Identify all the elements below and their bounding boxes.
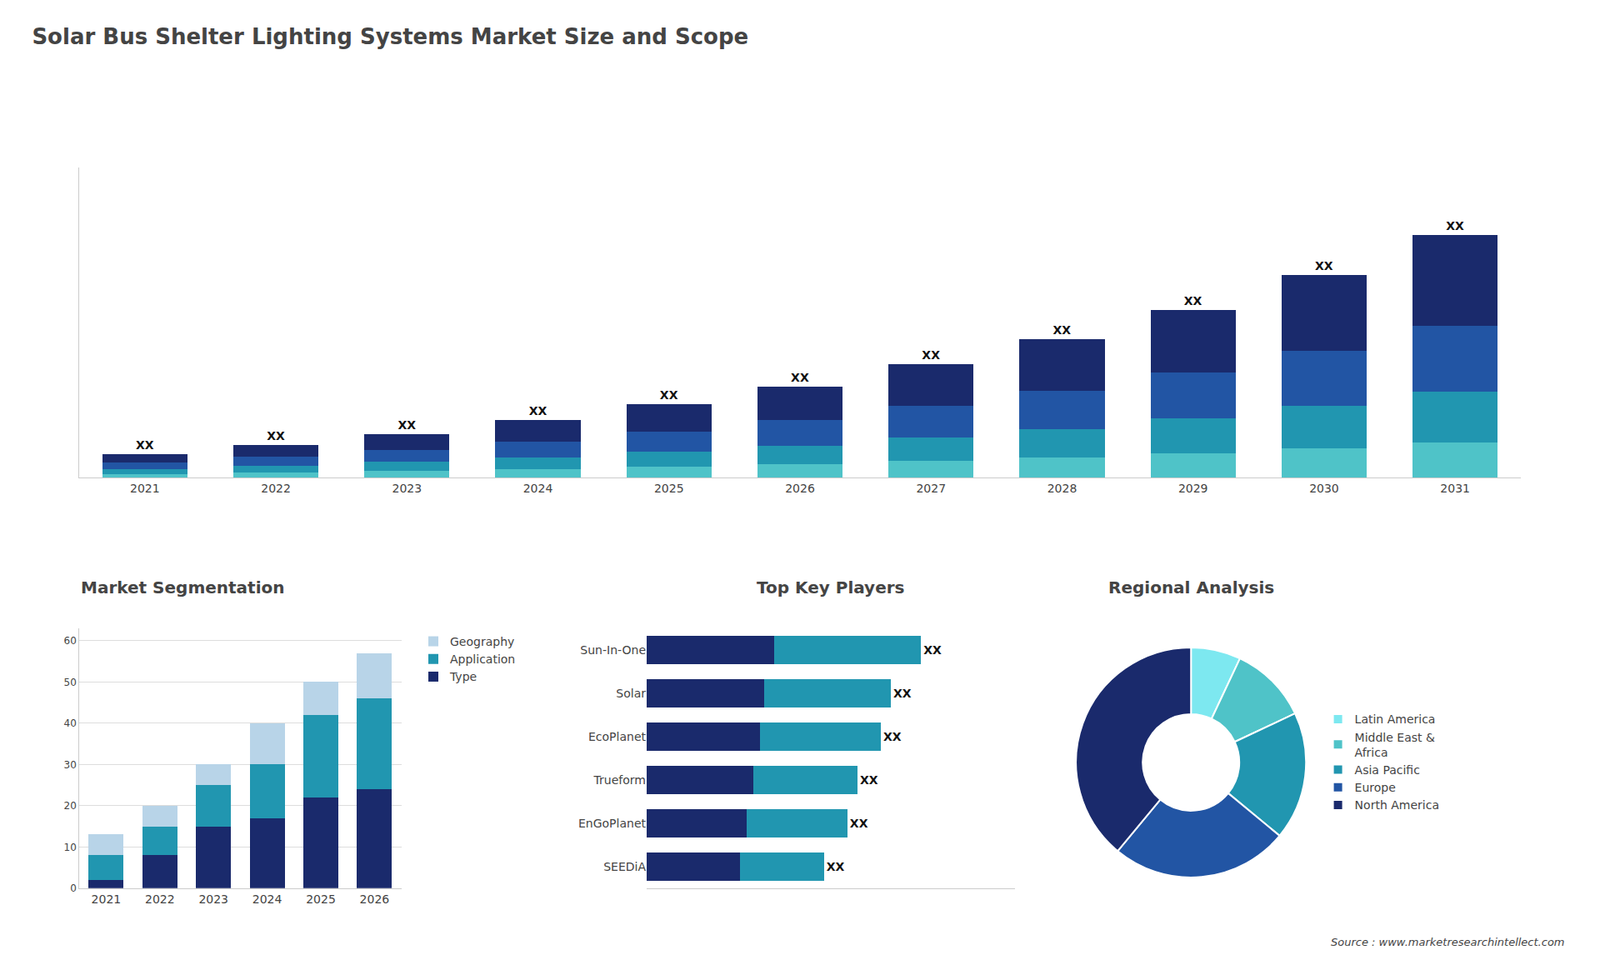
svg-text:2024: 2024 bbox=[523, 481, 554, 495]
svg-text:2031: 2031 bbox=[1440, 481, 1470, 495]
svg-text:Type: Type bbox=[449, 670, 477, 684]
svg-text:50: 50 bbox=[64, 676, 77, 689]
svg-text:2022: 2022 bbox=[145, 892, 175, 906]
svg-text:Application: Application bbox=[450, 652, 515, 666]
svg-text:2026: 2026 bbox=[785, 481, 815, 495]
svg-text:North America: North America bbox=[1355, 798, 1440, 812]
svg-text:Middle East &Africa: Middle East &Africa bbox=[1355, 730, 1435, 760]
svg-text:XX: XX bbox=[860, 773, 879, 787]
svg-text:XX: XX bbox=[883, 730, 902, 744]
svg-text:XX: XX bbox=[923, 643, 942, 657]
svg-text:2030: 2030 bbox=[1309, 481, 1340, 495]
svg-text:Source : www.marketresearchint: Source : www.marketresearchintellect.com bbox=[1330, 935, 1565, 949]
svg-text:2023: 2023 bbox=[198, 892, 229, 906]
svg-text:2029: 2029 bbox=[1178, 481, 1209, 495]
svg-text:Trueform: Trueform bbox=[593, 773, 646, 787]
svg-text:XX: XX bbox=[529, 404, 548, 418]
svg-text:XX: XX bbox=[850, 816, 869, 830]
svg-text:XX: XX bbox=[135, 438, 155, 452]
svg-text:20: 20 bbox=[64, 800, 77, 812]
svg-text:2024: 2024 bbox=[252, 892, 283, 906]
svg-text:2026: 2026 bbox=[360, 892, 390, 906]
svg-text:2023: 2023 bbox=[391, 481, 422, 495]
svg-text:2027: 2027 bbox=[915, 481, 946, 495]
svg-text:XX: XX bbox=[1053, 323, 1072, 337]
svg-text:Top Key Players: Top Key Players bbox=[756, 577, 905, 598]
svg-text:0: 0 bbox=[70, 882, 77, 895]
svg-text:XX: XX bbox=[1315, 259, 1334, 273]
svg-text:2028: 2028 bbox=[1047, 481, 1078, 495]
svg-text:Geography: Geography bbox=[450, 635, 515, 649]
svg-text:Latin America: Latin America bbox=[1355, 712, 1436, 726]
svg-text:XX: XX bbox=[660, 388, 679, 402]
svg-text:2022: 2022 bbox=[260, 481, 291, 495]
svg-text:XX: XX bbox=[826, 860, 845, 874]
svg-text:XX: XX bbox=[1184, 294, 1203, 308]
svg-text:EnGoPlanet: EnGoPlanet bbox=[578, 816, 647, 830]
svg-text:Market Segmentation: Market Segmentation bbox=[80, 577, 285, 598]
svg-text:XX: XX bbox=[1445, 219, 1465, 233]
svg-text:Sun-In-One: Sun-In-One bbox=[580, 643, 646, 657]
svg-text:EcoPlanet: EcoPlanet bbox=[588, 730, 647, 744]
svg-text:Regional Analysis: Regional Analysis bbox=[1108, 577, 1275, 598]
svg-text:XX: XX bbox=[893, 686, 912, 700]
svg-text:Asia Pacific: Asia Pacific bbox=[1355, 763, 1420, 777]
svg-text:2025: 2025 bbox=[654, 481, 685, 495]
svg-text:Solar: Solar bbox=[615, 686, 646, 700]
svg-text:Solar Bus Shelter Lighting Sys: Solar Bus Shelter Lighting Systems Marke… bbox=[31, 24, 749, 50]
svg-text:2025: 2025 bbox=[305, 892, 336, 906]
svg-text:10: 10 bbox=[64, 841, 77, 854]
svg-text:40: 40 bbox=[64, 717, 77, 730]
svg-text:SEEDiA: SEEDiA bbox=[603, 860, 646, 874]
svg-text:30: 30 bbox=[64, 759, 77, 771]
svg-text:60: 60 bbox=[64, 635, 77, 647]
svg-text:XX: XX bbox=[790, 370, 810, 385]
svg-text:Europe: Europe bbox=[1355, 780, 1396, 795]
svg-text:XX: XX bbox=[397, 418, 416, 432]
svg-text:XX: XX bbox=[266, 429, 285, 443]
svg-text:2021: 2021 bbox=[91, 892, 122, 906]
svg-text:XX: XX bbox=[921, 348, 940, 362]
svg-text:2021: 2021 bbox=[130, 481, 160, 495]
